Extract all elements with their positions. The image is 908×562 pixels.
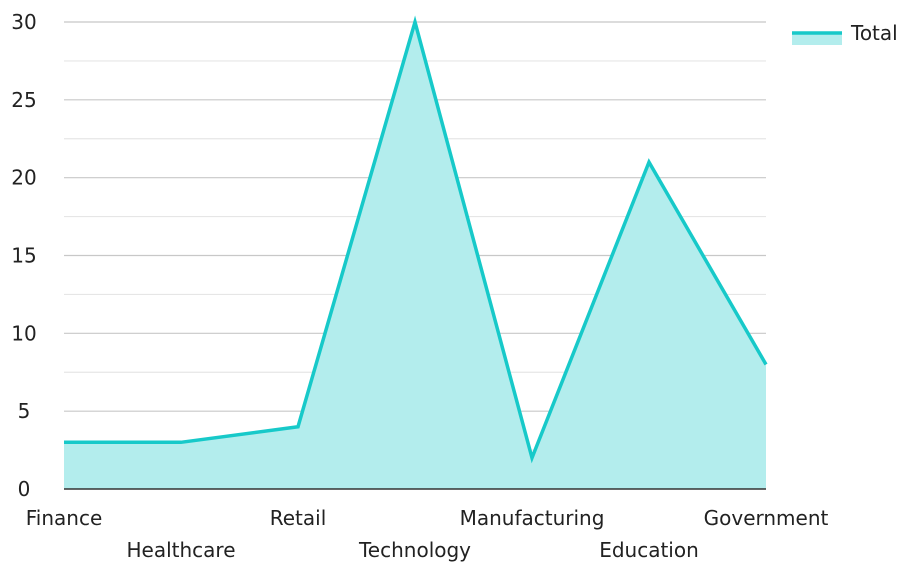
x-tick-label: Retail <box>270 506 327 530</box>
x-tick-label: Government <box>704 506 829 530</box>
series-line-total <box>64 15 768 464</box>
y-tick-label: 5 <box>18 399 31 423</box>
legend: Total <box>792 21 898 45</box>
x-tick-label: Finance <box>26 506 103 530</box>
x-tick-label: Technology <box>358 538 471 562</box>
y-tick-label: 30 <box>11 10 36 34</box>
x-tick-label: Manufacturing <box>460 506 605 530</box>
y-tick-label: 20 <box>11 166 36 190</box>
x-axis-ticks: Finance Healthcare Retail Technology Manufac… <box>26 506 829 562</box>
legend-label-total: Total <box>850 21 898 45</box>
x-tick-label: Healthcare <box>126 538 235 562</box>
series-area-total <box>64 22 766 489</box>
y-tick-label: 15 <box>11 244 36 268</box>
y-tick-label: 10 <box>11 321 36 345</box>
y-tick-label: 25 <box>11 88 36 112</box>
legend-swatch-fill <box>792 33 842 45</box>
y-tick-label: 0 <box>18 477 31 501</box>
y-axis-ticks: 0 5 10 15 20 25 30 <box>11 10 36 501</box>
x-tick-label: Education <box>599 538 699 562</box>
